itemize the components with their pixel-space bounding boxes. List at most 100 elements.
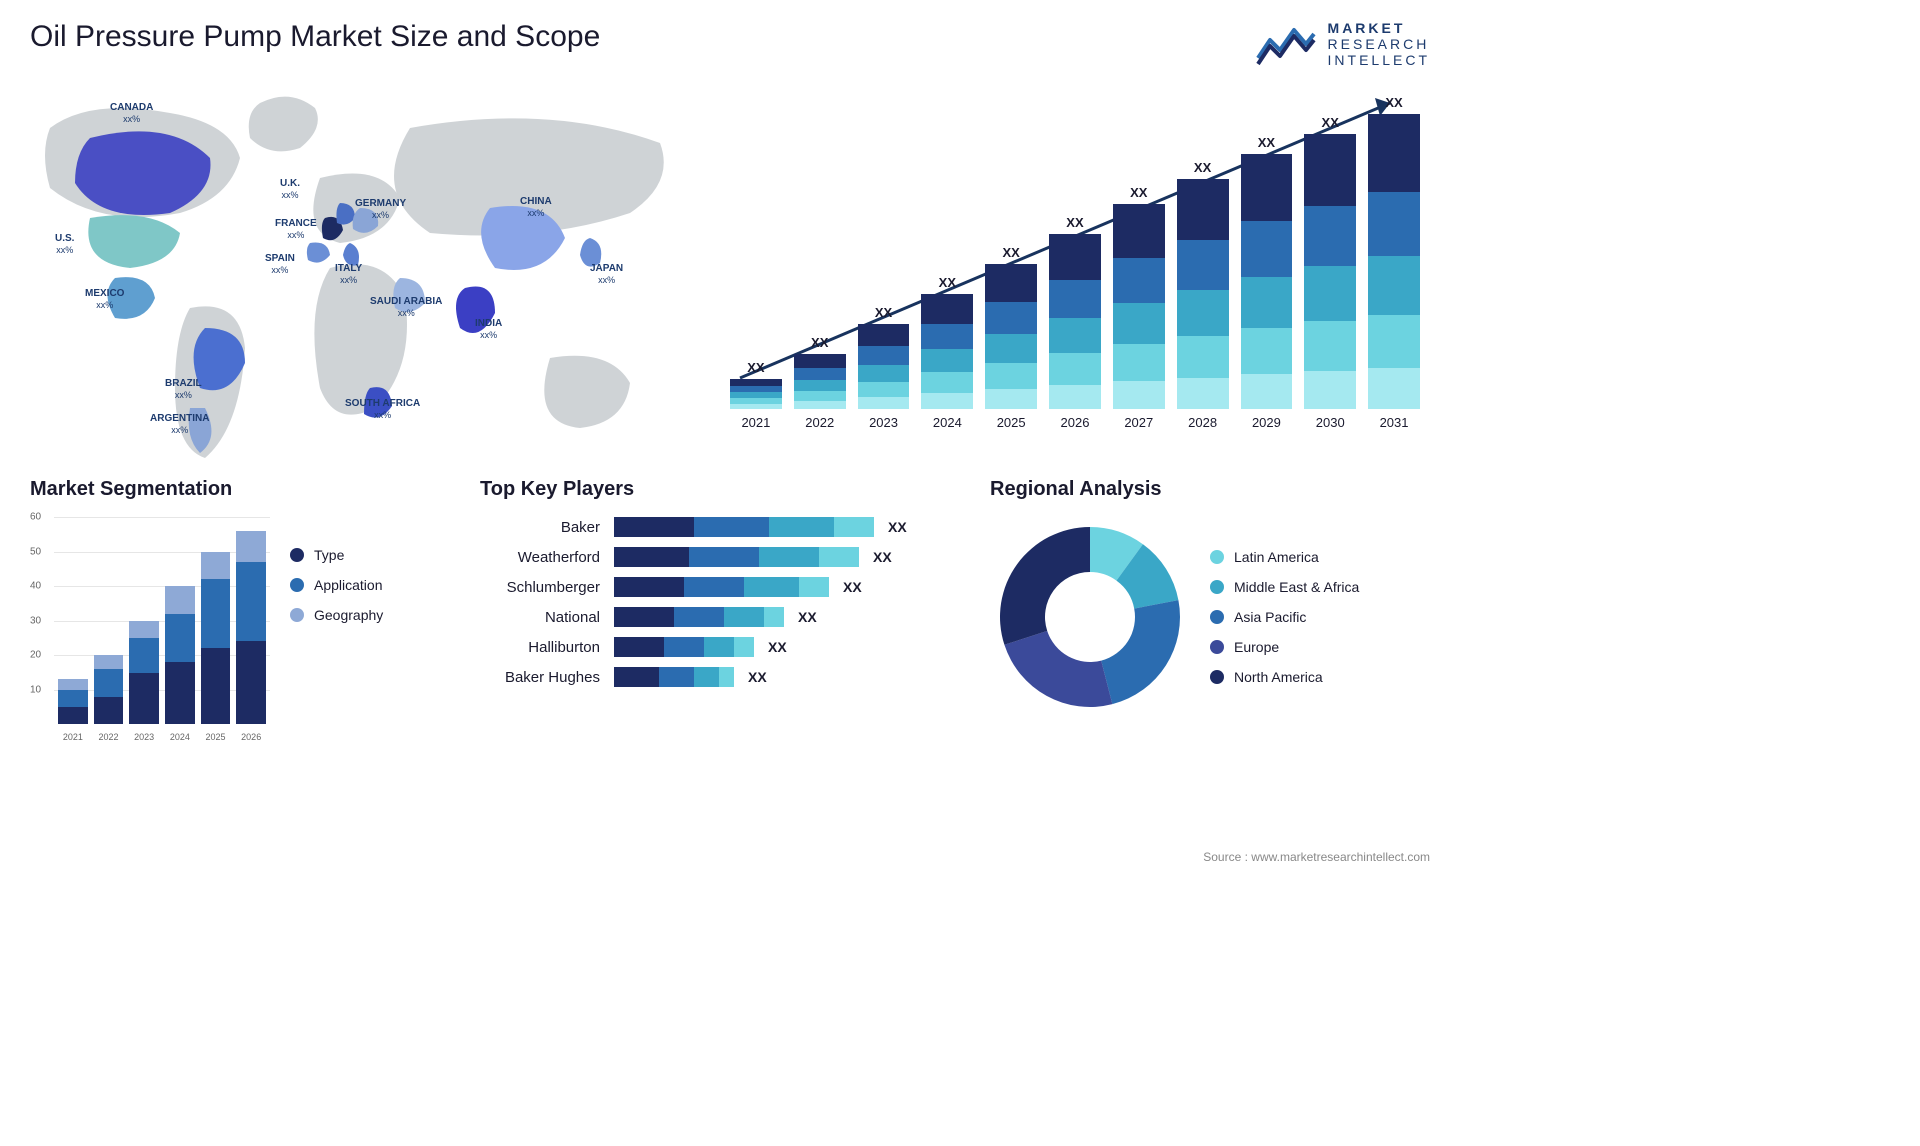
player-name: National [480,609,600,626]
segmentation-bar [236,531,266,724]
growth-bar: XX 2025 [985,245,1037,430]
bottom-row: Market Segmentation 102030405060 2021202… [30,478,1430,742]
player-value: XX [798,609,817,625]
bar-value-label: XX [1194,160,1211,175]
growth-bar: XX 2026 [1049,215,1101,430]
year-label: 2022 [805,415,834,430]
regional-title: Regional Analysis [990,478,1430,501]
key-player-row: Baker Hughes XX [480,667,960,687]
segmentation-chart: 102030405060 202120222023202420252026 [30,517,270,742]
map-label: ITALYxx% [335,263,362,286]
bar-value-label: XX [1322,115,1339,130]
bar-value-label: XX [1385,95,1402,110]
key-players-title: Top Key Players [480,478,960,501]
growth-bar: XX2027 [1113,185,1165,430]
map-label: GERMANYxx% [355,198,406,221]
key-player-row: HalliburtonXX [480,637,960,657]
legend-swatch [1210,550,1224,564]
segmentation-bar [165,586,195,724]
year-label: 2024 [933,415,962,430]
bar-value-label: XX [875,305,892,320]
regional-donut-chart [990,517,1190,717]
map-label: SOUTH AFRICAxx% [345,398,420,421]
year-label: 2029 [1252,415,1281,430]
key-player-row: National XX [480,607,960,627]
legend-item: Application [290,577,383,593]
year-label: 2021 [741,415,770,430]
key-players-panel: Top Key Players BakerXXWeatherfordXXSchl… [480,478,960,742]
map-label: CHINAxx% [520,196,552,219]
legend-swatch [1210,610,1224,624]
year-label: 2028 [1188,415,1217,430]
legend-swatch [1210,580,1224,594]
map-label: JAPANxx% [590,263,623,286]
legend-item: Europe [1210,639,1359,655]
world-map: CANADAxx%U.S.xx%MEXICOxx%BRAZILxx%ARGENT… [30,78,690,458]
bar-value-label: XX [747,360,764,375]
player-value: XX [888,519,907,535]
player-name: Baker Hughes [480,669,600,686]
logo-icon [1256,22,1316,66]
growth-bar: XX2029 [1241,135,1293,430]
legend-item: North America [1210,669,1359,685]
segmentation-bar [201,552,231,724]
map-label: CANADAxx% [110,102,153,125]
legend-item: Latin America [1210,549,1359,565]
bar-value-label: XX [1002,245,1019,260]
segmentation-bar [94,655,124,724]
growth-bar: XX 2030 [1304,115,1356,430]
logo-text: MARKET RESEARCH INTELLECT [1328,20,1430,68]
year-label: 2030 [1316,415,1345,430]
growth-bar: XX 2021 [730,360,782,430]
map-label: MEXICOxx% [85,288,124,311]
year-label: 2025 [997,415,1026,430]
key-players-chart: BakerXXWeatherfordXXSchlumbergerXXNation… [480,517,960,687]
player-value: XX [843,579,862,595]
bar-value-label: XX [1066,215,1083,230]
growth-bar: XX 2028 [1177,160,1229,430]
segmentation-bar [129,621,159,725]
player-name: Halliburton [480,639,600,656]
legend-swatch [290,608,304,622]
growth-bar: XX2031 [1368,95,1420,430]
map-label: U.K.xx% [280,178,300,201]
segmentation-panel: Market Segmentation 102030405060 2021202… [30,478,450,742]
year-label: 2023 [869,415,898,430]
legend-item: Geography [290,607,383,623]
map-label: BRAZILxx% [165,378,202,401]
brand-logo: MARKET RESEARCH INTELLECT [1256,20,1430,68]
growth-bar: XX 2024 [921,275,973,430]
top-row: CANADAxx%U.S.xx%MEXICOxx%BRAZILxx%ARGENT… [30,78,1430,458]
donut-slice [1004,631,1112,707]
legend-item: Type [290,547,383,563]
legend-item: Middle East & Africa [1210,579,1359,595]
map-label: SAUDI ARABIAxx% [370,296,442,319]
bar-value-label: XX [811,335,828,350]
map-label: FRANCExx% [275,218,317,241]
bar-value-label: XX [939,275,956,290]
page-title: Oil Pressure Pump Market Size and Scope [30,20,600,54]
bar-value-label: XX [1130,185,1147,200]
player-name: Schlumberger [480,579,600,596]
growth-bar: XX 2022 [794,335,846,430]
player-value: XX [748,669,767,685]
legend-item: Asia Pacific [1210,609,1359,625]
source-label: Source : www.marketresearchintellect.com [1203,850,1430,864]
player-name: Weatherford [480,549,600,566]
legend-swatch [290,578,304,592]
key-player-row: WeatherfordXX [480,547,960,567]
legend-swatch [1210,670,1224,684]
header: Oil Pressure Pump Market Size and Scope … [30,20,1430,68]
map-label: ARGENTINAxx% [150,413,209,436]
growth-chart: XX2021XX2022XX2023XX2024XX2025XX2026XX20… [730,78,1430,458]
growth-bar: XX 2023 [858,305,910,430]
donut-slice [1101,600,1180,704]
segmentation-bar [58,679,88,724]
map-label: INDIAxx% [475,318,502,341]
segmentation-title: Market Segmentation [30,478,450,501]
key-player-row: Schlumberger XX [480,577,960,597]
regional-panel: Regional Analysis Latin America Middle Ea… [990,478,1430,742]
map-label: SPAINxx% [265,253,295,276]
year-label: 2026 [1061,415,1090,430]
donut-slice [1000,527,1090,645]
